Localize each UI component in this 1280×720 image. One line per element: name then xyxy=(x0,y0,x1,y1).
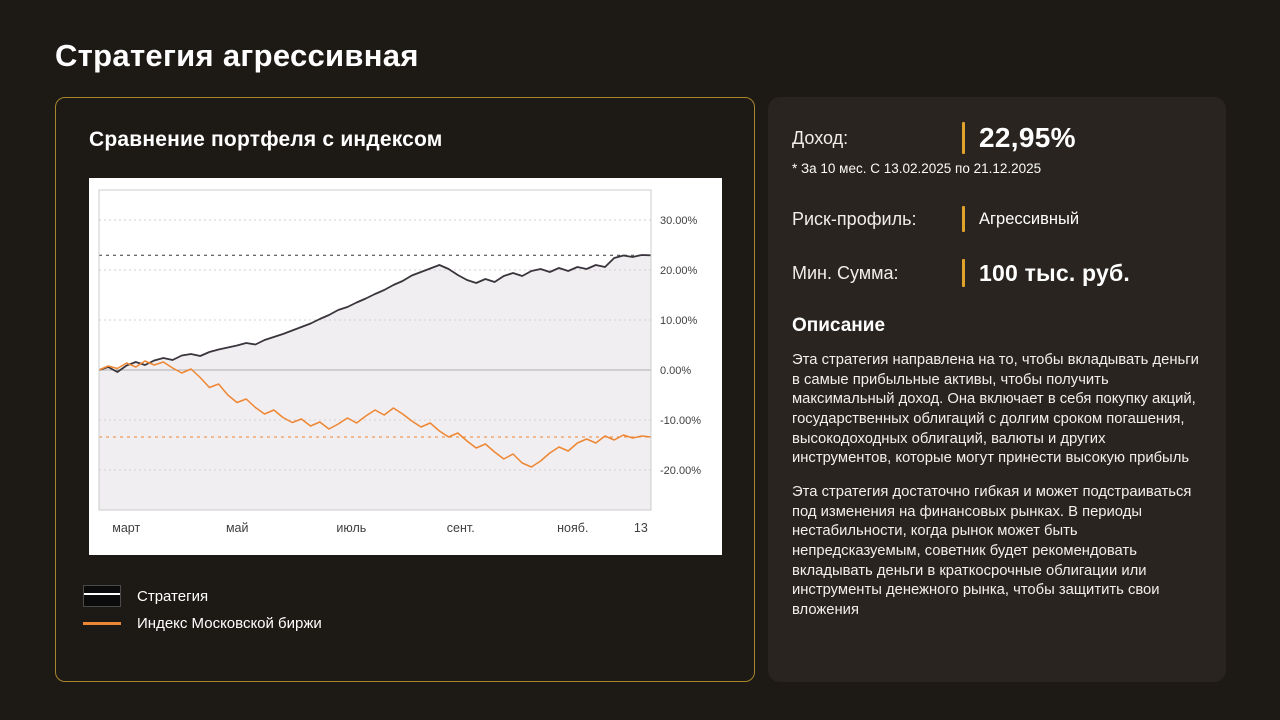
min-sum-label: Мин. Сумма: xyxy=(792,262,899,283)
page-title: Стратегия агрессивная xyxy=(55,38,419,73)
risk-profile-divider xyxy=(962,206,965,232)
income-row: Доход: 22,95% xyxy=(792,122,1202,154)
chart-final-level-lines xyxy=(99,254,651,438)
legend-label-strategy: Стратегия xyxy=(137,587,209,605)
income-period-note: * За 10 мес. С 13.02.2025 по 21.12.2025 xyxy=(792,161,1042,176)
comparison-card: Сравнение портфеля с индексом 30.00% 20.0… xyxy=(55,97,755,682)
svg-text:20.00%: 20.00% xyxy=(660,265,698,277)
svg-text:13: 13 xyxy=(634,521,648,535)
svg-text:нояб.: нояб. xyxy=(557,521,588,535)
svg-text:май: май xyxy=(226,521,249,535)
chart-container: 30.00% 20.00% 10.00% 0.00% -10.00% -20.00% мар… xyxy=(89,178,722,555)
chart-background xyxy=(89,178,722,555)
income-divider xyxy=(962,122,965,154)
risk-profile-label: Риск-профиль: xyxy=(792,208,917,229)
info-card: Доход: 22,95% * За 10 мес. С 13.02.2025 … xyxy=(768,97,1226,682)
description-paragraph-1: Эта стратегия направлена на то, чтобы вк… xyxy=(792,352,1199,467)
risk-profile-row: Риск-профиль: Агрессивный xyxy=(792,206,1202,232)
risk-profile-value: Агрессивный xyxy=(979,209,1080,228)
description-title: Описание xyxy=(792,315,886,336)
chart-series-lines xyxy=(98,254,652,468)
svg-text:июль: июль xyxy=(336,521,366,535)
strategy-area-swatch-icon xyxy=(83,585,121,607)
svg-text:30.00%: 30.00% xyxy=(660,215,698,227)
comparison-chart: 30.00% 20.00% 10.00% 0.00% -10.00% -20.00% мар… xyxy=(89,178,722,555)
min-sum-row: Мин. Сумма: 100 тыс. руб. xyxy=(792,259,1202,287)
chart-legend: Стратегия Индекс Московской биржи xyxy=(83,585,721,632)
index-line-swatch-icon xyxy=(83,622,121,625)
description-paragraph-2: Эта стратегия достаточно гибкая и может … xyxy=(792,484,1192,619)
legend-label-index: Индекс Московской биржи xyxy=(137,615,322,632)
comparison-heading: Сравнение портфеля с индексом xyxy=(89,128,443,151)
svg-text:март: март xyxy=(112,521,140,535)
svg-text:-10.00%: -10.00% xyxy=(660,415,701,427)
min-sum-value: 100 тыс. руб. xyxy=(979,259,1130,286)
svg-text:-20.00%: -20.00% xyxy=(660,465,701,477)
svg-text:0.00%: 0.00% xyxy=(660,365,691,377)
income-label: Доход: xyxy=(792,127,849,148)
min-sum-divider xyxy=(962,259,965,287)
svg-text:сент.: сент. xyxy=(447,521,475,535)
legend-item-index: Индекс Московской биржи xyxy=(83,615,721,632)
income-value: 22,95% xyxy=(979,122,1076,153)
svg-text:10.00%: 10.00% xyxy=(660,315,698,327)
plot-frame xyxy=(98,189,652,511)
legend-item-strategy: Стратегия xyxy=(83,585,721,607)
chart-area-fills xyxy=(99,255,651,510)
